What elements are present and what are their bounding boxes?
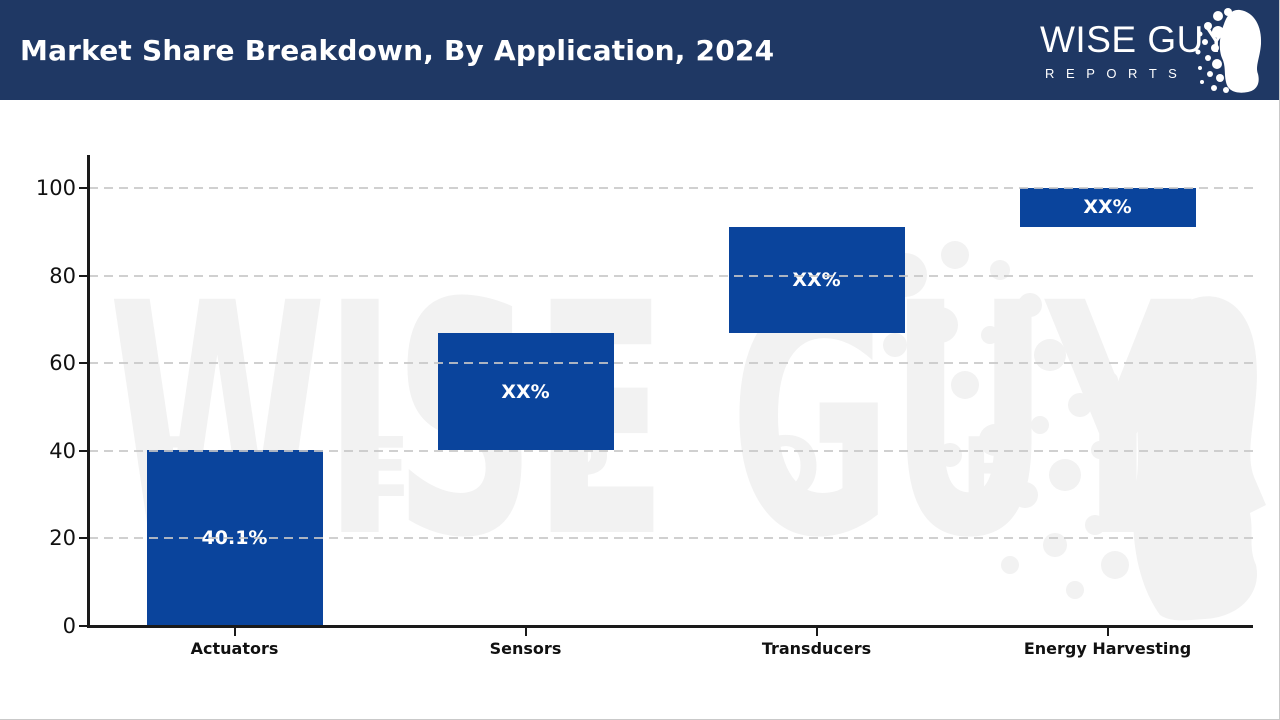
x-tick-mark-1 [524, 628, 527, 636]
gridline-100 [89, 187, 1253, 189]
gridline-60 [89, 362, 1253, 365]
y-tick-label-60: 60 [49, 351, 76, 376]
gridline-40 [89, 449, 1253, 452]
logo-subtext: R E P O R T S [1045, 66, 1181, 81]
x-tick-mark-0 [233, 628, 236, 636]
x-category-label-2: Transducers [761, 639, 872, 658]
x-category-label-3: Energy Harvesting [1023, 639, 1192, 658]
y-tick-label-40: 40 [49, 438, 76, 463]
wise-guy-reports-logo: WISE GUY R E P O R T S [1040, 8, 1262, 93]
page-title: Market Share Breakdown, By Application, … [20, 33, 775, 67]
y-tick-label-20: 20 [49, 526, 76, 551]
x-category-label-1: Sensors [489, 639, 562, 658]
bar-value-label: XX% [501, 380, 550, 403]
x-tick-mark-2 [815, 628, 818, 636]
watermark-subtext: R E P O R T S [150, 421, 1279, 516]
bar-sensors: XX% [437, 333, 614, 451]
gridline-20 [89, 537, 1253, 540]
bar-value-label: XX% [1083, 196, 1132, 219]
logo-wordmark: WISE GUY [1040, 19, 1229, 60]
x-axis-spine [87, 625, 1253, 628]
bar-value-label: XX% [792, 268, 841, 291]
y-tick-mark-20 [79, 537, 88, 540]
gridline-80 [89, 274, 1253, 277]
y-tick-label-100: 100 [35, 176, 76, 200]
y-tick-mark-0 [79, 625, 88, 627]
y-tick-mark-80 [79, 274, 88, 277]
header-band: Market Share Breakdown, By Application, … [0, 0, 1279, 100]
bar-energy-harvesting: XX% [1019, 188, 1196, 227]
y-tick-label-0: 0 [62, 614, 76, 638]
x-category-label-0: Actuators [190, 639, 279, 658]
y-tick-mark-100 [79, 187, 88, 189]
x-tick-mark-3 [1106, 628, 1109, 636]
bar-transducers: XX% [728, 226, 905, 334]
y-tick-mark-40 [79, 449, 88, 452]
y-axis-spine [87, 155, 90, 627]
y-tick-label-80: 80 [49, 263, 76, 288]
y-tick-mark-60 [79, 362, 88, 365]
logo-face-icon [1195, 8, 1262, 93]
